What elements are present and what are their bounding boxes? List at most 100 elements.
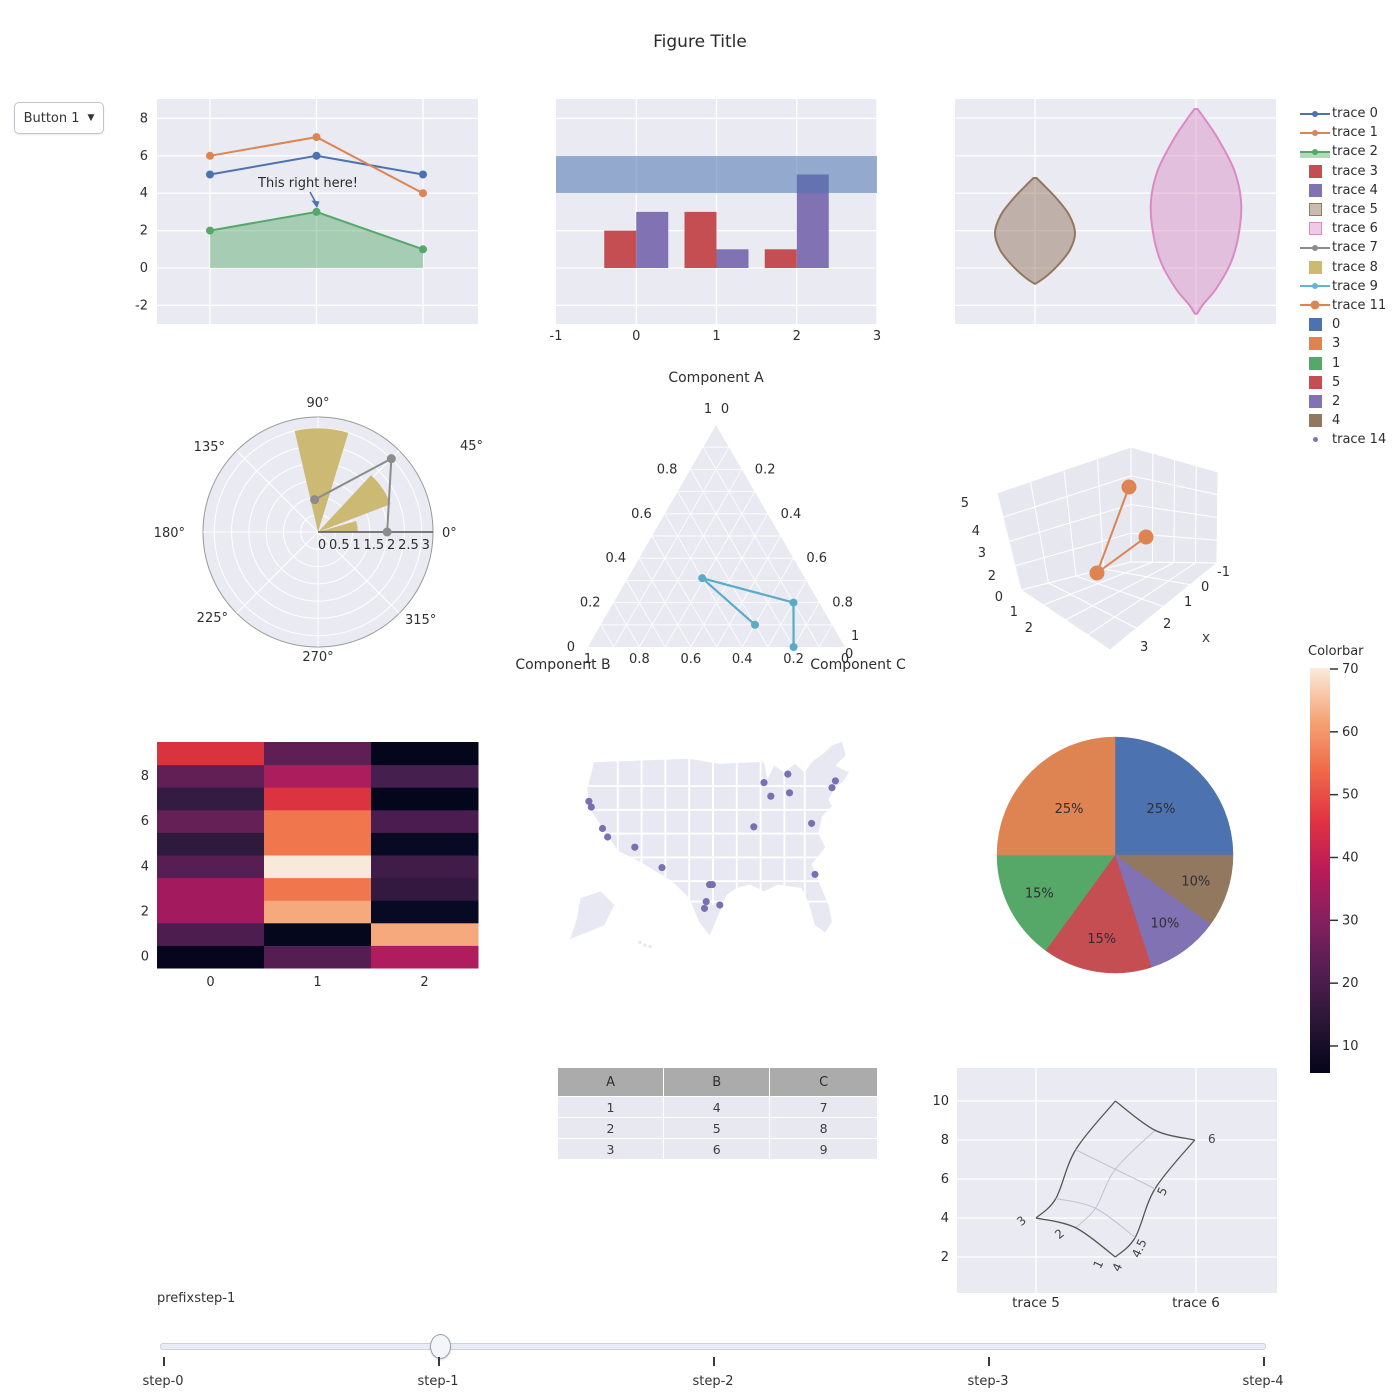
svg-text:25%: 25% [1055,802,1084,817]
polar-subplot[interactable]: 0° 45° 90° 135° 180° 225° 270° 315° 0 0.5 1 1.5 2 2.5… [154,396,483,665]
svg-text:40: 40 [1342,850,1359,865]
legend-swatch [1298,110,1332,117]
legend-item-label: trace 4 [1332,182,1378,198]
svg-text:0.2: 0.2 [580,596,601,611]
slider-step-label-1[interactable]: step-1 [417,1374,459,1389]
legend-item-9[interactable]: trace 9 [1298,277,1398,296]
svg-text:0°: 0° [442,526,457,541]
svg-text:30: 30 [1342,913,1359,928]
table-cell: 4 [664,1097,770,1117]
legend-item-12[interactable]: 3 [1298,334,1398,353]
table-col-header: C [770,1068,877,1096]
svg-text:0: 0 [1201,580,1209,595]
legend-item-11[interactable]: 0 [1298,315,1398,334]
legend-swatch [1298,260,1332,274]
slider-tick [713,1357,715,1366]
legend-item-15[interactable]: 2 [1298,392,1398,411]
svg-text:135°: 135° [194,440,225,455]
legend-swatch [1298,337,1332,351]
violin-subplot[interactable] [955,99,1276,324]
legend-swatch [1298,318,1332,332]
legend-swatch [1298,283,1332,290]
colorbar: 70 60 50 40 30 20 10 Colorbar [1308,644,1364,1073]
svg-text:15%: 15% [1087,932,1116,947]
svg-text:1.5: 1.5 [364,538,385,553]
legend-item-label: trace 7 [1332,240,1378,256]
legend-item-10[interactable]: trace 11 [1298,296,1398,315]
svg-text:-2: -2 [135,298,148,313]
legend-item-label: 3 [1332,336,1341,352]
legend-item-1[interactable]: trace 1 [1298,123,1398,142]
pie-subplot[interactable]: 25% 10% 10% 15% 15% 25% [996,736,1234,974]
svg-text:0: 0 [995,590,1003,605]
slider-step-label-2[interactable]: step-2 [692,1374,734,1389]
slider-track[interactable] [160,1343,1266,1350]
updatemenu-button[interactable]: Button 1 ▼ [14,102,104,134]
slider-step-label-3[interactable]: step-3 [967,1374,1009,1389]
legend-item-label: trace 2 [1332,144,1378,160]
table-cell: 6 [664,1139,770,1159]
table-cell: 8 [770,1118,877,1138]
legend-item-2[interactable]: trace 2 [1298,142,1398,161]
slider-step-label-4[interactable]: step-4 [1242,1374,1284,1389]
legend-item-label: trace 8 [1332,259,1378,275]
slider-step-label-0[interactable]: step-0 [142,1374,184,1389]
svg-text:0: 0 [841,652,849,667]
svg-text:3: 3 [1140,640,1148,655]
table-cell: 1 [558,1097,664,1117]
slider-handle[interactable] [430,1334,451,1359]
svg-text:225°: 225° [197,611,228,626]
table-col-header: B [664,1068,770,1096]
slider-current-label: prefixstep-1 [157,1291,236,1306]
svg-text:0: 0 [567,640,575,655]
legend-item-label: 2 [1332,393,1341,409]
legend-item-label: trace 3 [1332,163,1378,179]
svg-text:This right here!: This right here! [257,176,358,191]
legend-item-label: 0 [1332,317,1341,333]
legend-item-13[interactable]: 1 [1298,353,1398,372]
legend-item-16[interactable]: 4 [1298,411,1398,430]
bar-chart-subplot[interactable]: -1 0 1 2 3 [550,99,882,344]
geo-subplot[interactable] [570,741,852,949]
svg-text:5: 5 [961,496,969,511]
legend-item-8[interactable]: trace 8 [1298,258,1398,277]
svg-text:Component A: Component A [668,370,764,386]
table-cell: 9 [770,1139,877,1159]
legend-item-17[interactable]: trace 14 [1298,430,1398,449]
line-chart-subplot[interactable]: 8 6 4 2 0 -2 This right here! [135,99,478,324]
legend-item-14[interactable]: 5 [1298,373,1398,392]
svg-text:0.4: 0.4 [606,551,627,566]
legend-item-7[interactable]: trace 7 [1298,238,1398,257]
svg-text:2.5: 2.5 [398,538,419,553]
legend-swatch [1298,129,1332,136]
svg-text:0: 0 [318,538,326,553]
svg-text:2: 2 [1025,621,1033,636]
legend-item-4[interactable]: trace 4 [1298,181,1398,200]
heatmap-subplot[interactable]: 0 1 2 0 2 4 6 8 [141,742,479,990]
svg-text:180°: 180° [154,526,185,541]
legend-item-3[interactable]: trace 3 [1298,162,1398,181]
svg-text:3: 3 [873,329,881,344]
svg-text:10%: 10% [1150,917,1179,932]
legend-item-label: trace 9 [1332,278,1378,294]
legend-item-label: trace 0 [1332,106,1378,122]
legend-item-label: trace 11 [1332,297,1387,313]
legend-item-5[interactable]: trace 5 [1298,200,1398,219]
table-cell: 7 [770,1097,877,1117]
svg-text:2: 2 [988,569,996,584]
table-cell: 3 [558,1139,664,1159]
legend-swatch [1298,203,1332,217]
svg-text:270°: 270° [302,650,333,665]
legend-swatch [1298,394,1332,408]
svg-text:3: 3 [978,546,986,561]
button-label: Button 1 [23,110,80,126]
svg-text:0.2: 0.2 [783,652,804,667]
legend-item-6[interactable]: trace 6 [1298,219,1398,238]
legend-item-0[interactable]: trace 0 [1298,104,1398,123]
